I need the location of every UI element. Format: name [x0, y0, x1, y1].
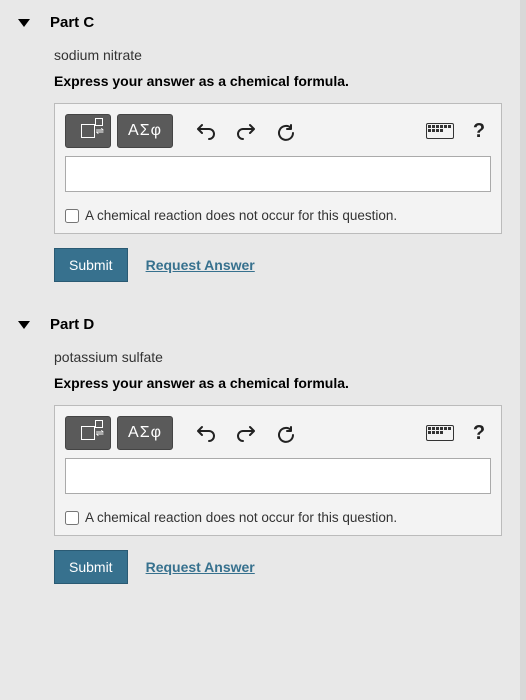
request-answer-link[interactable]: Request Answer [146, 559, 255, 575]
submit-button[interactable]: Submit [54, 248, 128, 282]
greek-button[interactable]: ΑΣφ [117, 416, 173, 450]
formula-toolbar: ⇌ ΑΣφ [55, 104, 501, 156]
reset-icon[interactable] [269, 114, 303, 148]
submit-button[interactable]: Submit [54, 550, 128, 584]
answer-input[interactable] [65, 156, 491, 192]
answer-input-wrap [55, 458, 501, 504]
answer-input[interactable] [65, 458, 491, 494]
reset-icon[interactable] [269, 416, 303, 450]
formula-toolbar: ⇌ ΑΣφ [55, 406, 501, 458]
no-reaction-checkbox[interactable] [65, 209, 79, 223]
part-title: Part D [50, 316, 94, 333]
answer-input-wrap [55, 156, 501, 202]
part-body: potassium sulfate Express your answer as… [0, 345, 520, 584]
compound-name: potassium sulfate [54, 349, 502, 365]
request-answer-link[interactable]: Request Answer [146, 257, 255, 273]
greek-button[interactable]: ΑΣφ [117, 114, 173, 148]
answer-box: ⇌ ΑΣφ [54, 103, 502, 234]
template-button[interactable]: ⇌ [65, 416, 111, 450]
actions-row: Submit Request Answer [54, 550, 502, 584]
actions-row: Submit Request Answer [54, 248, 502, 282]
compound-name: sodium nitrate [54, 47, 502, 63]
part-c: Part C sodium nitrate Express your answe… [0, 8, 520, 282]
no-reaction-row: A chemical reaction does not occur for t… [55, 202, 501, 233]
template-button[interactable]: ⇌ [65, 114, 111, 148]
undo-icon[interactable] [189, 114, 223, 148]
part-header[interactable]: Part C [0, 8, 520, 43]
part-title: Part C [50, 14, 94, 31]
no-reaction-label: A chemical reaction does not occur for t… [85, 208, 397, 223]
redo-icon[interactable] [229, 416, 263, 450]
help-icon[interactable]: ? [467, 422, 491, 445]
caret-down-icon [18, 321, 30, 329]
keyboard-icon[interactable] [423, 416, 457, 450]
part-header[interactable]: Part D [0, 310, 520, 345]
answer-box: ⇌ ΑΣφ [54, 405, 502, 536]
instruction-text: Express your answer as a chemical formul… [54, 375, 502, 391]
keyboard-icon[interactable] [423, 114, 457, 148]
instruction-text: Express your answer as a chemical formul… [54, 73, 502, 89]
caret-down-icon [18, 19, 30, 27]
redo-icon[interactable] [229, 114, 263, 148]
help-icon[interactable]: ? [467, 120, 491, 143]
part-d: Part D potassium sulfate Express your an… [0, 310, 520, 584]
no-reaction-row: A chemical reaction does not occur for t… [55, 504, 501, 535]
part-body: sodium nitrate Express your answer as a … [0, 43, 520, 282]
no-reaction-label: A chemical reaction does not occur for t… [85, 510, 397, 525]
page: Part C sodium nitrate Express your answe… [0, 0, 520, 700]
undo-icon[interactable] [189, 416, 223, 450]
no-reaction-checkbox[interactable] [65, 511, 79, 525]
